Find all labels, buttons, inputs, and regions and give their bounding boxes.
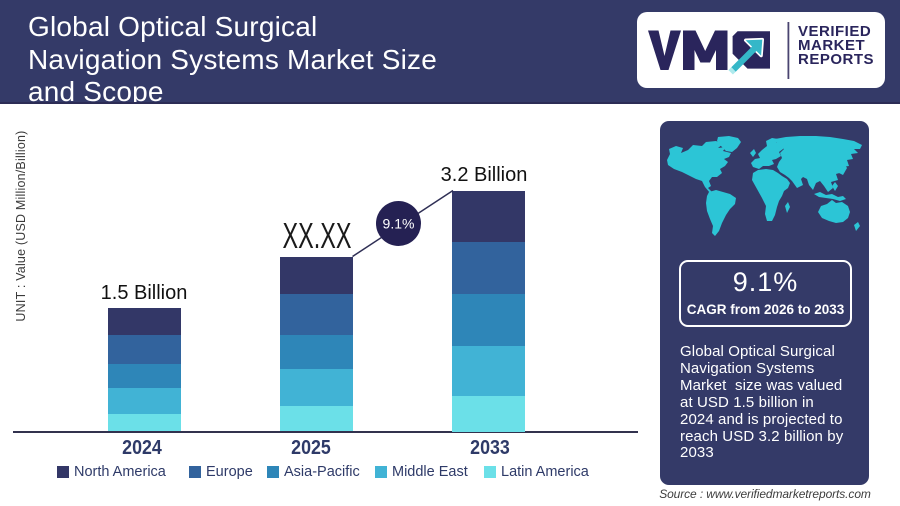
svg-text:MARKET: MARKET [798, 37, 865, 54]
svg-text:REPORTS: REPORTS [798, 51, 874, 68]
svg-text:9.1%: 9.1% [383, 216, 415, 232]
svg-text:VERIFIED: VERIFIED [798, 23, 871, 40]
